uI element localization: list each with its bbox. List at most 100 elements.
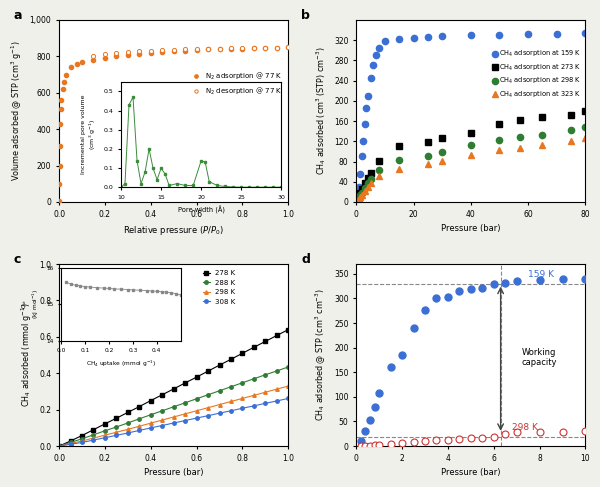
CH$_4$ adsorption at 323 K xyxy=(355,197,362,203)
308 K xyxy=(182,418,189,424)
CH$_4$ adsorption at 159 K xyxy=(381,38,388,44)
298 K xyxy=(205,405,212,411)
N$_2$ adsorption @ 77 K xyxy=(250,45,257,51)
N$_2$ desorption @ 77 K xyxy=(158,47,166,53)
CH$_4$ adsorption at 323 K xyxy=(354,199,361,205)
288 K xyxy=(136,416,143,422)
CH$_4$ adsorption at 159 K xyxy=(361,121,368,127)
CH$_4$ adsorption at 273 K xyxy=(395,144,403,150)
278 K xyxy=(90,427,97,432)
CH$_4$ adsorption at 323 K xyxy=(467,152,475,158)
Line: 288 K: 288 K xyxy=(58,365,290,448)
278 K xyxy=(158,392,166,398)
CH$_4$ adsorption at 298 K xyxy=(467,142,475,148)
298 K xyxy=(239,395,246,401)
Line: 278 K: 278 K xyxy=(58,328,290,448)
CH$_4$ adsorption at 159 K xyxy=(354,197,361,203)
CH$_4$ adsorption at 323 K xyxy=(439,158,446,164)
CH$_4$ adsorption at 273 K xyxy=(539,114,546,120)
308 K xyxy=(216,410,223,416)
N$_2$ desorption @ 77 K xyxy=(124,49,131,55)
CH$_4$ adsorption at 273 K xyxy=(355,197,362,203)
308 K xyxy=(285,395,292,401)
CH$_4$ adsorption at 159 K xyxy=(355,191,362,197)
288 K xyxy=(250,376,257,382)
N$_2$ desorption @ 77 K xyxy=(147,48,154,54)
N$_2$ desorption @ 77 K xyxy=(216,46,223,52)
CH$_4$ adsorption at 323 K xyxy=(361,188,368,194)
CH$_4$ adsorption at 159 K xyxy=(424,34,431,39)
308 K xyxy=(273,398,280,404)
CH$_4$ adsorption at 273 K xyxy=(467,131,475,136)
288 K xyxy=(262,372,269,377)
X-axis label: Pressure (bar): Pressure (bar) xyxy=(441,468,500,477)
CH$_4$ adsorption at 273 K xyxy=(496,121,503,127)
Text: 159 K: 159 K xyxy=(528,270,554,280)
278 K xyxy=(79,432,86,438)
CH$_4$ adsorption at 298 K xyxy=(516,134,523,140)
CH$_4$ adsorption at 159 K xyxy=(362,106,370,112)
N$_2$ adsorption @ 77 K xyxy=(158,49,166,55)
CH$_4$ adsorption at 298 K xyxy=(539,132,546,138)
278 K xyxy=(182,380,189,386)
N$_2$ adsorption @ 77 K xyxy=(227,46,235,52)
CH$_4$ adsorption at 298 K xyxy=(354,198,361,204)
N$_2$ adsorption @ 77 K xyxy=(262,45,269,51)
308 K xyxy=(55,443,62,449)
278 K xyxy=(113,415,120,421)
N$_2$ desorption @ 77 K xyxy=(262,45,269,51)
CH$_4$ adsorption at 298 K xyxy=(439,150,446,155)
CH$_4$ adsorption at 273 K xyxy=(367,170,374,176)
X-axis label: Relative pressure ($P$/$P_0$): Relative pressure ($P$/$P_0$) xyxy=(124,224,224,237)
288 K xyxy=(67,440,74,446)
CH$_4$ adsorption at 298 K xyxy=(395,157,403,163)
CH$_4$ adsorption at 298 K xyxy=(568,127,575,133)
278 K xyxy=(193,374,200,380)
CH$_4$ adsorption at 159 K xyxy=(367,75,374,81)
N$_2$ adsorption @ 77 K xyxy=(60,79,67,85)
CH$_4$ adsorption at 273 K xyxy=(358,187,365,192)
N$_2$ adsorption @ 77 K xyxy=(239,46,246,52)
Line: CH$_4$ adsorption at 298 K: CH$_4$ adsorption at 298 K xyxy=(354,124,589,205)
298 K xyxy=(158,417,166,423)
288 K xyxy=(90,432,97,438)
298 K xyxy=(262,389,269,395)
298 K xyxy=(273,386,280,392)
298 K xyxy=(216,402,223,408)
CH$_4$ adsorption at 159 K xyxy=(395,36,403,42)
298 K xyxy=(227,398,235,404)
278 K xyxy=(136,404,143,410)
288 K xyxy=(205,392,212,398)
308 K xyxy=(250,403,257,409)
N$_2$ adsorption @ 77 K xyxy=(56,181,63,187)
N$_2$ adsorption @ 77 K xyxy=(56,163,63,169)
278 K xyxy=(170,386,178,392)
N$_2$ desorption @ 77 K xyxy=(205,46,212,52)
CH$_4$ adsorption at 323 K xyxy=(424,161,431,167)
CH$_4$ adsorption at 273 K xyxy=(582,108,589,114)
N$_2$ adsorption @ 77 K xyxy=(101,55,109,61)
N$_2$ desorption @ 77 K xyxy=(227,45,235,51)
CH$_4$ adsorption at 298 K xyxy=(364,180,371,186)
CH$_4$ adsorption at 273 K xyxy=(357,190,364,196)
298 K xyxy=(124,427,131,432)
CH$_4$ adsorption at 323 K xyxy=(582,135,589,141)
298 K xyxy=(147,420,154,426)
288 K xyxy=(113,424,120,430)
CH$_4$ adsorption at 159 K xyxy=(373,53,380,58)
N$_2$ desorption @ 77 K xyxy=(193,46,200,52)
CH$_4$ adsorption at 273 K xyxy=(516,117,523,123)
Line: N$_2$ adsorption @ 77 K: N$_2$ adsorption @ 77 K xyxy=(57,45,290,203)
Line: CH$_4$ adsorption at 159 K: CH$_4$ adsorption at 159 K xyxy=(354,30,589,204)
CH$_4$ adsorption at 323 K xyxy=(355,198,362,204)
288 K xyxy=(193,396,200,402)
CH$_4$ adsorption at 159 K xyxy=(496,32,503,37)
CH$_4$ adsorption at 323 K xyxy=(539,142,546,148)
N$_2$ desorption @ 77 K xyxy=(136,48,143,54)
298 K xyxy=(101,432,109,438)
308 K xyxy=(239,405,246,411)
CH$_4$ adsorption at 159 K xyxy=(360,138,367,144)
278 K xyxy=(147,398,154,404)
CH$_4$ adsorption at 159 K xyxy=(358,153,365,159)
278 K xyxy=(55,443,62,449)
